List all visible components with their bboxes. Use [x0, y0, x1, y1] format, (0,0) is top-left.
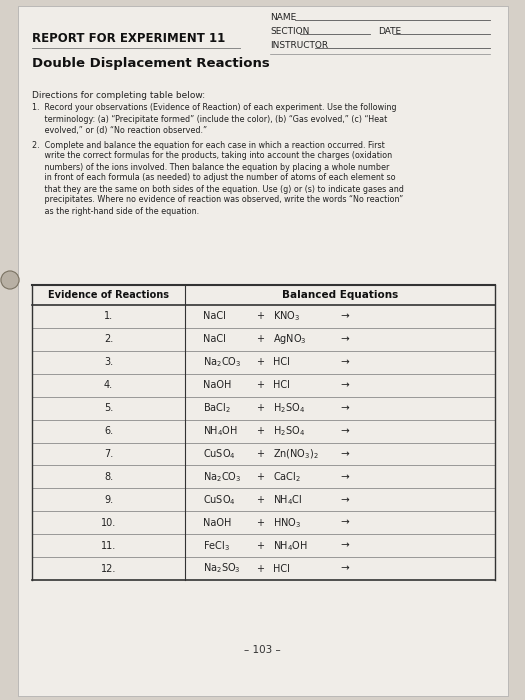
Text: 4.: 4. — [104, 380, 113, 390]
Text: →: → — [340, 380, 349, 390]
Circle shape — [1, 271, 19, 289]
Text: 12.: 12. — [101, 564, 116, 573]
Text: Directions for completing table below:: Directions for completing table below: — [32, 90, 205, 99]
Text: →: → — [340, 495, 349, 505]
Text: 2.  Complete and balance the equation for each case in which a reaction occurred: 2. Complete and balance the equation for… — [32, 141, 385, 150]
Text: HCl: HCl — [273, 564, 290, 573]
Text: HNO$_3$: HNO$_3$ — [273, 516, 301, 530]
Text: +: + — [256, 518, 264, 528]
Text: 6.: 6. — [104, 426, 113, 436]
Text: NH$_4$OH: NH$_4$OH — [273, 539, 308, 552]
Text: 7.: 7. — [104, 449, 113, 459]
Text: FeCl$_3$: FeCl$_3$ — [203, 539, 230, 552]
Text: NaOH: NaOH — [203, 380, 232, 390]
Text: CaCl$_2$: CaCl$_2$ — [273, 470, 301, 484]
Text: +: + — [256, 357, 264, 368]
Text: SECTION: SECTION — [270, 27, 309, 36]
Text: →: → — [340, 357, 349, 368]
Text: +: + — [256, 403, 264, 413]
Text: +: + — [256, 472, 264, 482]
Text: HCl: HCl — [273, 380, 290, 390]
Text: Na$_2$CO$_3$: Na$_2$CO$_3$ — [203, 356, 242, 369]
Text: 11.: 11. — [101, 540, 116, 551]
Text: →: → — [340, 540, 349, 551]
Text: numbers) of the ions involved. Then balance the equation by placing a whole numb: numbers) of the ions involved. Then bala… — [32, 162, 390, 172]
Text: 1.  Record your observations (Evidence of Reaction) of each experiment. Use the : 1. Record your observations (Evidence of… — [32, 104, 396, 113]
Text: terminology: (a) “Precipitate formed” (include the color), (b) “Gas evolved,” (c: terminology: (a) “Precipitate formed” (i… — [32, 115, 387, 123]
Text: evolved,” or (d) “No reaction observed.”: evolved,” or (d) “No reaction observed.” — [32, 125, 207, 134]
Text: HCl: HCl — [273, 357, 290, 368]
Text: KNO$_3$: KNO$_3$ — [273, 309, 300, 323]
Text: Evidence of Reactions: Evidence of Reactions — [48, 290, 169, 300]
Text: write the correct formulas for the products, taking into account the charges (ox: write the correct formulas for the produ… — [32, 151, 392, 160]
Text: →: → — [340, 518, 349, 528]
Text: +: + — [256, 380, 264, 390]
Text: →: → — [340, 312, 349, 321]
Text: +: + — [256, 426, 264, 436]
Text: 10.: 10. — [101, 518, 116, 528]
Text: – 103 –: – 103 – — [244, 645, 280, 655]
Text: CuSO$_4$: CuSO$_4$ — [203, 447, 236, 461]
Text: +: + — [256, 564, 264, 573]
Text: →: → — [340, 403, 349, 413]
Text: 8.: 8. — [104, 472, 113, 482]
Text: Na$_2$CO$_3$: Na$_2$CO$_3$ — [203, 470, 242, 484]
Text: H$_2$SO$_4$: H$_2$SO$_4$ — [273, 424, 305, 438]
Text: as the right-hand side of the equation.: as the right-hand side of the equation. — [32, 206, 199, 216]
Text: Balanced Equations: Balanced Equations — [282, 290, 398, 300]
Text: AgNO$_3$: AgNO$_3$ — [273, 332, 307, 346]
Text: NaCl: NaCl — [203, 312, 226, 321]
Text: 5.: 5. — [104, 403, 113, 413]
Text: →: → — [340, 335, 349, 344]
Text: NH$_4$OH: NH$_4$OH — [203, 424, 238, 438]
Text: NaCl: NaCl — [203, 335, 226, 344]
Text: BaCl$_2$: BaCl$_2$ — [203, 401, 231, 415]
Text: NH$_4$Cl: NH$_4$Cl — [273, 493, 302, 507]
Text: REPORT FOR EXPERIMENT 11: REPORT FOR EXPERIMENT 11 — [32, 32, 225, 45]
Text: NAME: NAME — [270, 13, 296, 22]
Text: precipitates. Where no evidence of reaction was observed, write the words “No re: precipitates. Where no evidence of react… — [32, 195, 403, 204]
Text: 1.: 1. — [104, 312, 113, 321]
Text: +: + — [256, 495, 264, 505]
Text: →: → — [340, 564, 349, 573]
Text: +: + — [256, 540, 264, 551]
Text: 3.: 3. — [104, 357, 113, 368]
Text: →: → — [340, 449, 349, 459]
Text: 9.: 9. — [104, 495, 113, 505]
FancyBboxPatch shape — [18, 6, 508, 696]
Text: 2.: 2. — [104, 335, 113, 344]
Text: H$_2$SO$_4$: H$_2$SO$_4$ — [273, 401, 305, 415]
Text: Zn(NO$_3$)$_2$: Zn(NO$_3$)$_2$ — [273, 447, 319, 461]
Text: that they are the same on both sides of the equation. Use (g) or (s) to indicate: that they are the same on both sides of … — [32, 185, 404, 193]
Text: DATE: DATE — [378, 27, 401, 36]
Text: +: + — [256, 335, 264, 344]
Text: CuSO$_4$: CuSO$_4$ — [203, 493, 236, 507]
Text: INSTRUCTOR: INSTRUCTOR — [270, 41, 328, 50]
Text: →: → — [340, 426, 349, 436]
Text: →: → — [340, 472, 349, 482]
Text: +: + — [256, 449, 264, 459]
Text: Double Displacement Reactions: Double Displacement Reactions — [32, 57, 270, 71]
Text: Na$_2$SO$_3$: Na$_2$SO$_3$ — [203, 561, 241, 575]
Text: in front of each formula (as needed) to adjust the number of atoms of each eleme: in front of each formula (as needed) to … — [32, 174, 396, 183]
Text: +: + — [256, 312, 264, 321]
Text: NaOH: NaOH — [203, 518, 232, 528]
